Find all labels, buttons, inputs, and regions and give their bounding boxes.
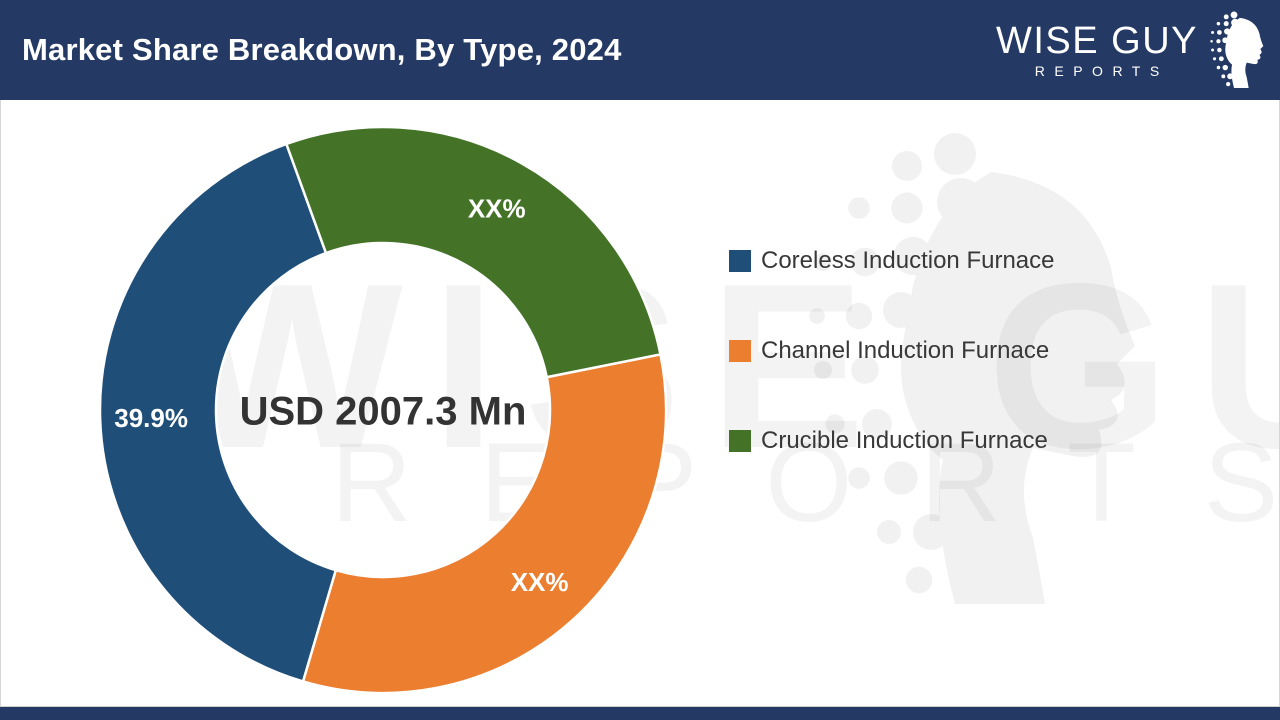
logo-line1: WISE GUY xyxy=(995,20,1198,62)
chart-canvas: WISE GUY REPORTS 39.9%XX%XX% USD 2007.3 … xyxy=(0,100,1280,707)
logo-wordmark: WISE GUY REPORTS xyxy=(996,21,1198,79)
donut-segment xyxy=(98,142,338,683)
legend-swatch-coreless xyxy=(729,250,751,272)
legend-label: Coreless Induction Furnace xyxy=(761,247,1055,274)
chart-center-value: USD 2007.3 Mn xyxy=(240,390,527,434)
legend-swatch-channel xyxy=(729,340,751,362)
legend-swatch-crucible xyxy=(729,430,751,452)
legend-item-coreless: Coreless Induction Furnace xyxy=(729,244,1054,278)
dotted-face-icon xyxy=(1210,11,1264,89)
legend-label: Crucible Induction Furnace xyxy=(761,427,1048,454)
donut-segment xyxy=(301,353,668,695)
legend-label: Channel Induction Furnace xyxy=(761,337,1050,364)
legend-item-crucible: Crucible Induction Furnace xyxy=(729,424,1054,458)
page-title: Market Share Breakdown, By Type, 2024 xyxy=(22,32,622,67)
segment-percentage-label: XX% xyxy=(468,194,526,224)
logo-line2: REPORTS xyxy=(1034,63,1169,79)
wise-guy-reports-logo: WISE GUY REPORTS xyxy=(996,0,1266,100)
donut-chart: 39.9% XX% XX% USD 2007.3 Mn xyxy=(98,125,668,695)
legend-item-channel: Channel Induction Furnace xyxy=(729,334,1054,368)
chart-legend: Coreless Induction Furnace Channel Induc… xyxy=(729,244,1054,514)
footer-bar xyxy=(0,707,1280,720)
segment-percentage-label: XX% xyxy=(511,567,569,597)
segment-percentage-label: 39.9% xyxy=(114,403,188,433)
donut-segment xyxy=(285,125,662,379)
header-bar: Market Share Breakdown, By Type, 2024 WI… xyxy=(0,0,1280,100)
